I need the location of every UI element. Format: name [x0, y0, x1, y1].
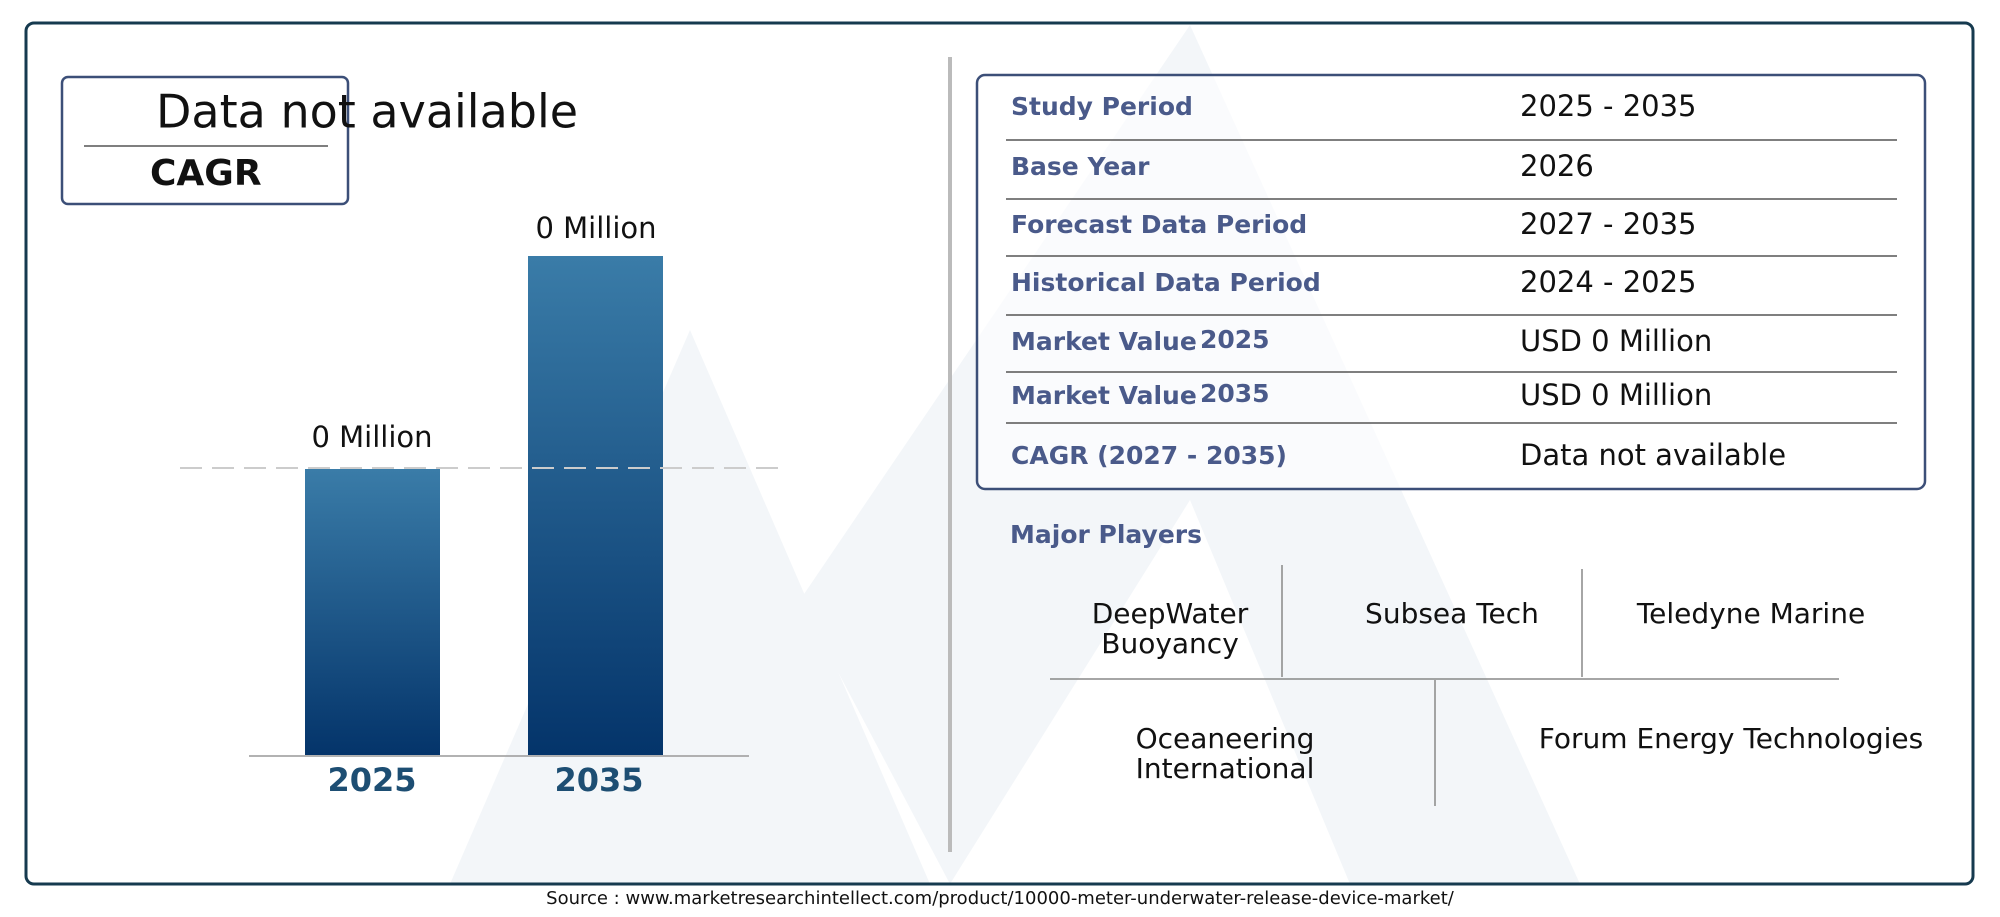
row-value: Data not available	[1520, 438, 1786, 472]
bar-label: 0 Million	[311, 420, 432, 454]
player: Forum Energy Technologies	[1539, 722, 1923, 755]
cagr-box	[60, 75, 350, 206]
row-value: 2026	[1520, 149, 1594, 183]
row-value: 2024 - 2025	[1520, 265, 1697, 299]
row-value: 2025 - 2035	[1520, 89, 1697, 123]
bar	[528, 256, 663, 755]
player: Teledyne Marine	[1636, 597, 1865, 630]
year-label: 2025	[327, 761, 416, 799]
table: Study Period 2025 - 2035 Base Year 2026 Fore…	[1006, 89, 1897, 472]
player-grid	[1050, 565, 1839, 806]
source: Source : www.marketresearchintellect.com…	[546, 888, 1455, 909]
cagr-value: Data not available	[156, 85, 578, 139]
row-value: USD 0 Million	[1520, 324, 1712, 358]
row-label: Base Year	[1011, 152, 1150, 181]
row-label: Market Value	[1011, 327, 1197, 356]
row-label: Market Value	[1011, 381, 1197, 410]
player: Subsea Tech	[1365, 597, 1539, 630]
bar	[305, 469, 440, 755]
row-year: 2025	[1200, 325, 1270, 354]
row-label: Forecast Data Period	[1011, 210, 1307, 239]
table-box	[975, 73, 1927, 491]
row-label: Historical Data Period	[1011, 268, 1321, 297]
row-value: USD 0 Million	[1520, 378, 1712, 412]
row-year: 2035	[1200, 379, 1270, 408]
year-label: 2035	[554, 761, 643, 799]
section-title: Major Players	[1010, 520, 1202, 549]
row-label: CAGR (2027 - 2035)	[1011, 441, 1287, 470]
bar-label: 0 Million	[535, 211, 656, 245]
row-value: 2027 - 2035	[1520, 207, 1697, 241]
player: DeepWater Buoyancy	[1092, 597, 1249, 660]
row-label: Study Period	[1011, 92, 1193, 121]
player: Oceaneering International	[1136, 722, 1315, 785]
frame	[24, 21, 1975, 886]
cagr-label: CAGR	[150, 153, 262, 194]
